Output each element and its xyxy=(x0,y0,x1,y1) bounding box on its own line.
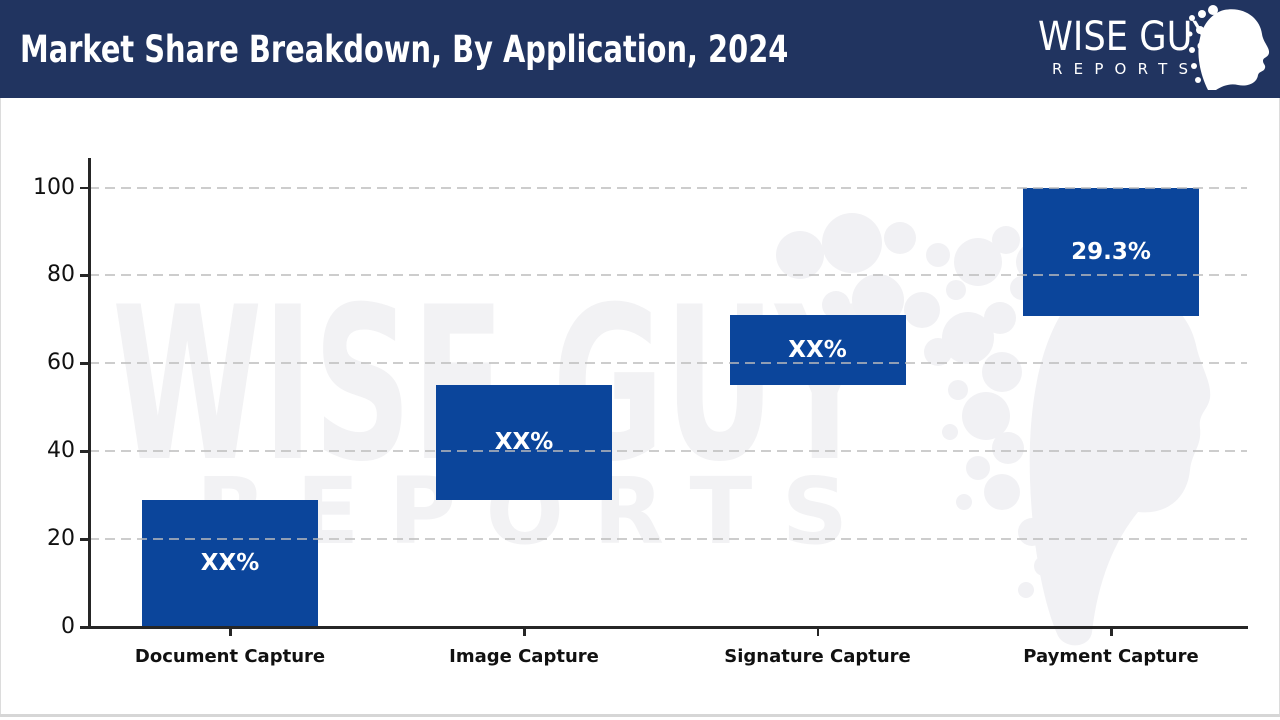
y-axis-tick-label-100: 100 xyxy=(33,174,75,200)
y-axis-line xyxy=(88,158,91,628)
gridline-80 xyxy=(89,274,1247,277)
y-axis-tick-label-0: 0 xyxy=(61,614,75,639)
wiseguy-logo: WISE GUY REPORTS xyxy=(1038,5,1270,91)
bar-value-label-image-capture: XX% xyxy=(494,429,554,456)
x-axis-tick-document-capture xyxy=(229,629,232,636)
bar-value-label-signature-capture: XX% xyxy=(788,337,847,364)
bar-document-capture xyxy=(142,499,318,627)
header-bar: Market Share Breakdown, By Application, … xyxy=(0,0,1280,98)
y-axis-tick-label-60: 60 xyxy=(47,350,75,376)
y-axis-tick-label-40: 40 xyxy=(47,438,75,464)
logo-reports-text: REPORTS xyxy=(1052,60,1188,78)
bar-value-label-payment-capture: 29.3% xyxy=(1071,238,1151,265)
gridline-100 xyxy=(89,186,1247,189)
x-axis-tick-image-capture xyxy=(523,629,526,636)
title-wrap: Market Share Breakdown, By Application, … xyxy=(0,28,1280,71)
x-axis-line xyxy=(87,626,1248,629)
bar-value-label-document-capture: XX% xyxy=(200,550,260,577)
bar-signature-capture xyxy=(729,314,906,386)
x-axis-label-payment-capture: Payment Capture xyxy=(1023,646,1199,667)
y-axis-tick-60 xyxy=(80,362,89,365)
head-silhouette-icon xyxy=(1187,5,1270,91)
x-axis-label-image-capture: Image Capture xyxy=(449,646,599,667)
bar-image-capture xyxy=(436,385,612,500)
gridline-20 xyxy=(89,538,1247,541)
x-axis-label-document-capture: Document Capture xyxy=(134,646,326,667)
y-axis-tick-label-80: 80 xyxy=(47,262,75,288)
y-axis-tick-label-20: 20 xyxy=(47,526,75,552)
y-axis-tick-20 xyxy=(80,538,89,541)
bottom-divider xyxy=(0,714,1280,717)
x-axis-tick-payment-capture xyxy=(1110,629,1113,636)
y-axis-tick-40 xyxy=(80,450,89,453)
y-axis-tick-100 xyxy=(80,186,89,189)
x-axis-label-signature-capture: Signature Capture xyxy=(724,646,911,667)
gridline-60 xyxy=(89,362,1247,365)
logo-brand-text: WISE GUY xyxy=(1038,14,1214,60)
gridline-40 xyxy=(89,450,1247,453)
y-axis-tick-0 xyxy=(80,626,89,629)
x-axis-tick-signature-capture xyxy=(816,629,819,636)
y-axis-tick-80 xyxy=(80,274,89,277)
page-title: Market Share Breakdown, By Application, … xyxy=(20,27,789,71)
